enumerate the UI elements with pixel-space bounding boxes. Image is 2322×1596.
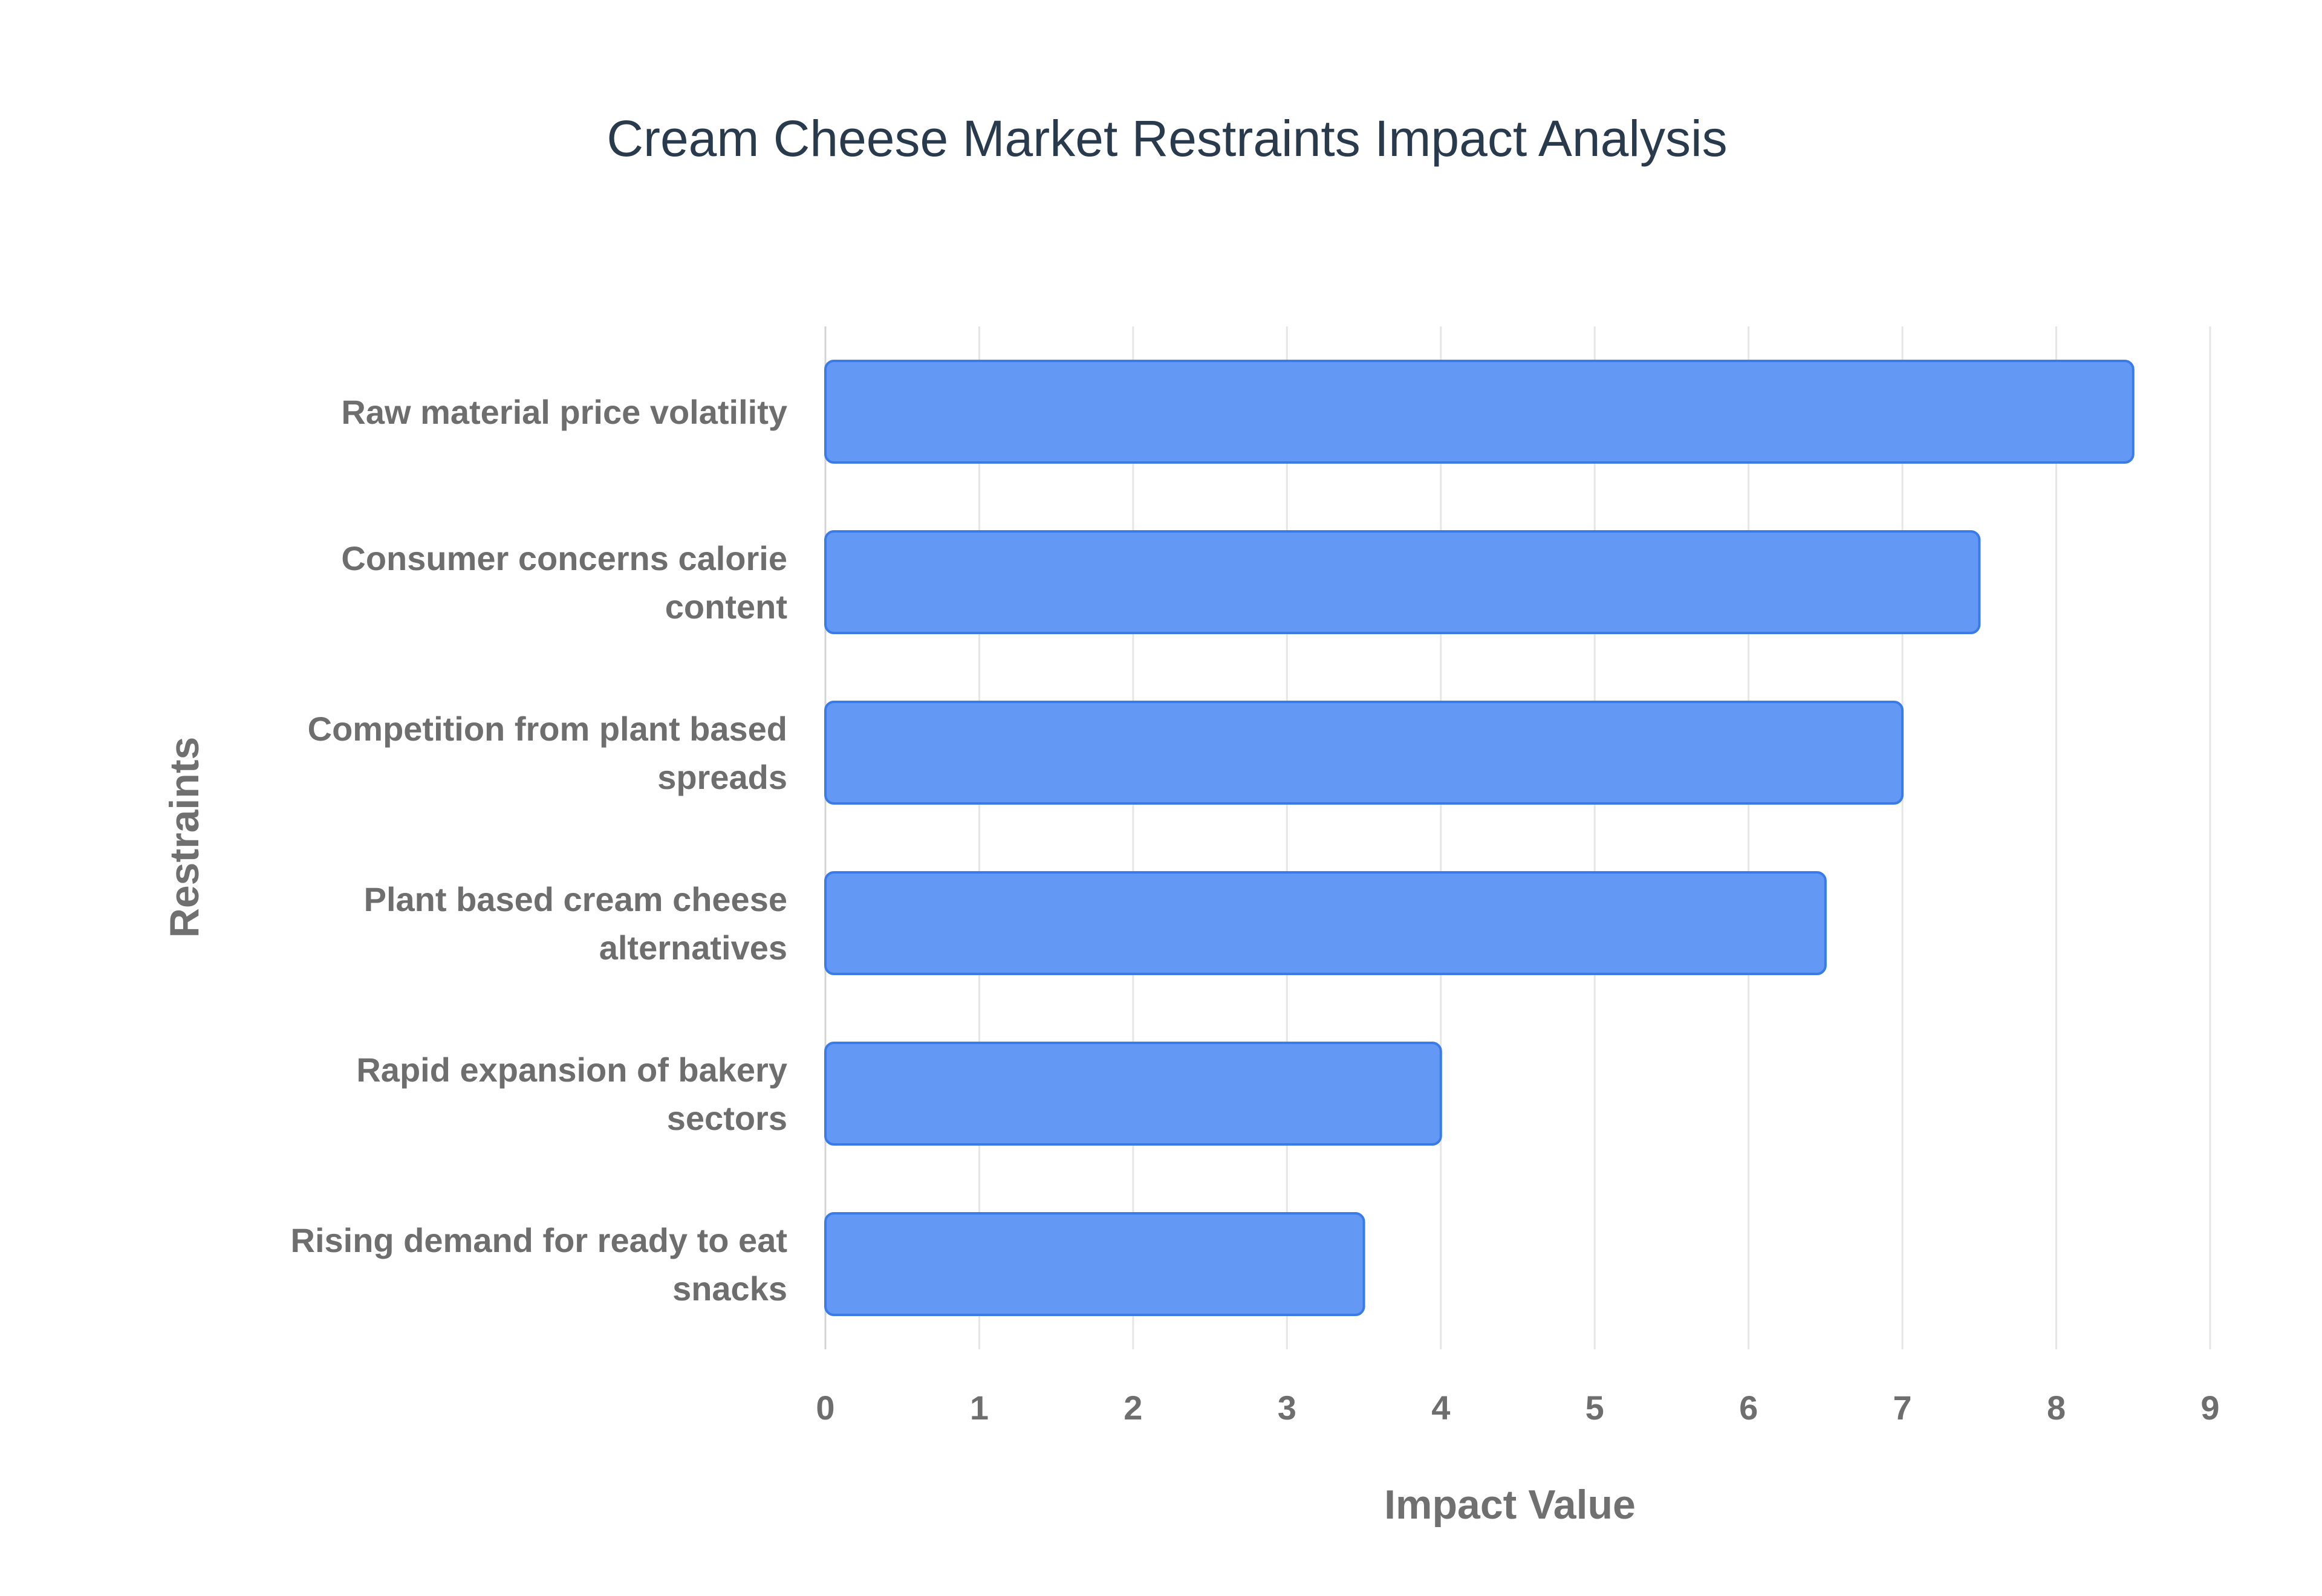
x-tick-label: 9 [2200,1389,2219,1427]
x-tick-label: 5 [1585,1389,1604,1427]
y-category-label: sectors [667,1099,787,1137]
y-category-label: Raw material price volatility [341,393,787,431]
x-tick-label: 6 [1739,1389,1758,1427]
y-axis-title: Restraints [161,737,207,938]
x-tick-label: 2 [1124,1389,1142,1427]
y-category-label: snacks [672,1270,787,1308]
y-category-label: Rapid expansion of bakery [356,1051,787,1089]
y-category-label: alternatives [599,929,787,967]
bar[interactable] [824,360,2135,464]
x-tick-label: 4 [1431,1389,1450,1427]
y-category-label: Competition from plant based [308,710,787,748]
x-tick-label: 7 [1893,1389,1912,1427]
bar[interactable] [824,701,1904,805]
y-category-label: spreads [657,758,787,796]
y-axis-labels: Raw material price volatility Consumer co… [291,393,788,1308]
bar[interactable] [824,1042,1442,1146]
chart-title: Cream Cheese Market Restraints Impact An… [607,110,1727,167]
x-tick-label: 3 [1278,1389,1296,1427]
x-tick-label: 0 [816,1389,834,1427]
y-category-label: Plant based cream cheese [364,880,787,918]
bar[interactable] [824,871,1827,975]
y-category-label: content [665,588,787,626]
y-category-label: Rising demand for ready to eat [291,1221,788,1259]
grid [824,326,2211,1349]
bar[interactable] [824,530,1981,634]
bar[interactable] [824,1212,1365,1316]
x-tick-label: 8 [2047,1389,2066,1427]
y-category-label: Consumer concerns calorie [341,539,787,577]
x-axis-title: Impact Value [1384,1482,1636,1528]
x-tick-label: 1 [970,1389,989,1427]
bars [824,360,2135,1316]
x-axis-labels: 0 1 2 3 4 5 6 7 8 9 [816,1389,2219,1427]
